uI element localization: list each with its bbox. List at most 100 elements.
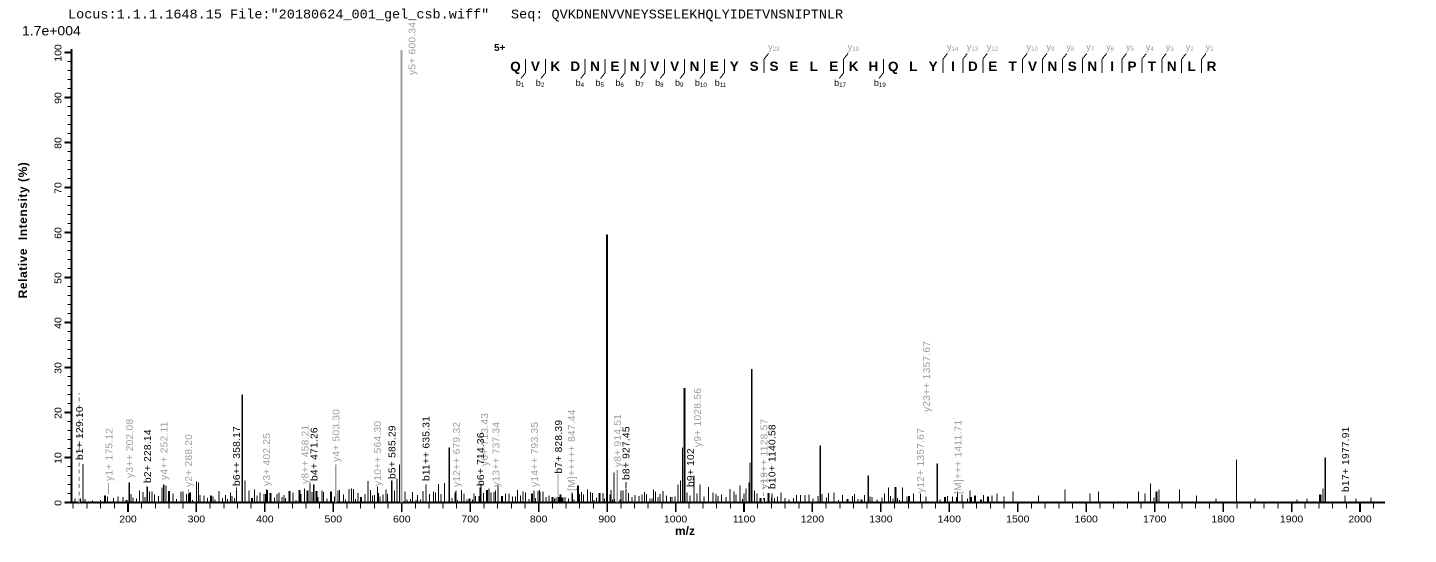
svg-text:H: H <box>869 59 879 74</box>
svg-text:N: N <box>590 59 600 74</box>
svg-text:1400: 1400 <box>938 514 962 526</box>
svg-text:b4: b4 <box>576 78 585 89</box>
svg-text:E: E <box>710 59 719 74</box>
svg-text:300: 300 <box>188 514 206 526</box>
svg-text:y10++ 564.30: y10++ 564.30 <box>373 421 384 486</box>
svg-text:y9: y9 <box>1047 42 1056 53</box>
svg-text:80: 80 <box>53 137 65 149</box>
svg-text:L: L <box>909 59 917 74</box>
svg-text:[M]+++++ 847.44: [M]+++++ 847.44 <box>567 409 578 491</box>
svg-text:E: E <box>829 59 838 74</box>
svg-text:b8: b8 <box>655 78 664 89</box>
svg-text:y13: y13 <box>967 42 979 53</box>
svg-text:V: V <box>1028 59 1037 74</box>
svg-text:1.7e+004: 1.7e+004 <box>22 23 81 39</box>
svg-text:y19++ 1128.57: y19++ 1128.57 <box>759 418 770 489</box>
svg-text:y12: y12 <box>987 42 999 53</box>
svg-text:y8: y8 <box>1066 42 1075 53</box>
svg-text:y8++ 458.21: y8++ 458.21 <box>301 425 312 484</box>
svg-text:b19: b19 <box>874 78 886 89</box>
svg-text:y7: y7 <box>1086 42 1095 53</box>
svg-text:900: 900 <box>598 514 616 526</box>
svg-text:b5+ 585.29: b5+ 585.29 <box>388 425 399 479</box>
svg-text:V: V <box>670 59 679 74</box>
svg-text:Locus:1.1.1.1648.15 File:"2018: Locus:1.1.1.1648.15 File:"20180624_001_g… <box>68 9 489 24</box>
svg-text:Relative Intensity (%): Relative Intensity (%) <box>16 162 30 299</box>
svg-text:V: V <box>650 59 659 74</box>
svg-text:P: P <box>1127 59 1136 74</box>
svg-text:10: 10 <box>53 452 65 464</box>
svg-text:b11++ 635.31: b11++ 635.31 <box>422 416 433 481</box>
svg-text:b4+ 471.26: b4+ 471.26 <box>310 427 321 481</box>
svg-text:T: T <box>1148 59 1157 74</box>
svg-text:b11: b11 <box>715 78 727 89</box>
svg-text:b6: b6 <box>615 78 624 89</box>
svg-text:b10+ 1140.58: b10+ 1140.58 <box>768 424 779 489</box>
svg-text:0: 0 <box>53 500 65 506</box>
svg-text:D: D <box>968 59 978 74</box>
svg-text:N: N <box>690 59 700 74</box>
svg-text:y3++ 202.08: y3++ 202.08 <box>125 419 136 478</box>
svg-text:K: K <box>849 59 859 74</box>
svg-text:b17: b17 <box>834 78 846 89</box>
svg-text:1900: 1900 <box>1280 514 1304 526</box>
svg-text:y14: y14 <box>947 42 959 53</box>
svg-text:1500: 1500 <box>1006 514 1030 526</box>
svg-text:L: L <box>810 59 818 74</box>
svg-text:1200: 1200 <box>801 514 825 526</box>
svg-text:T: T <box>1008 59 1017 74</box>
svg-text:70: 70 <box>53 182 65 194</box>
svg-text:N: N <box>1167 59 1177 74</box>
svg-text:m/z: m/z <box>675 524 695 538</box>
svg-text:2000: 2000 <box>1348 514 1372 526</box>
svg-text:y6: y6 <box>1106 42 1115 53</box>
svg-text:E: E <box>789 59 798 74</box>
svg-text:200: 200 <box>119 514 137 526</box>
svg-text:b7: b7 <box>635 78 644 89</box>
svg-text:V: V <box>531 59 540 74</box>
svg-text:y9+ 1028.56: y9+ 1028.56 <box>693 388 704 447</box>
svg-text:b10: b10 <box>695 78 707 89</box>
svg-text:600: 600 <box>393 514 411 526</box>
svg-text:b6++ 358.17: b6++ 358.17 <box>232 426 243 486</box>
svg-text:y4++ 252.11: y4++ 252.11 <box>160 421 171 480</box>
svg-text:Y: Y <box>730 59 739 74</box>
svg-text:20: 20 <box>53 407 65 419</box>
svg-text:K: K <box>550 59 560 74</box>
svg-text:y1+ 175.12: y1+ 175.12 <box>104 428 115 481</box>
svg-text:b1+ 129.10: b1+ 129.10 <box>75 406 86 460</box>
svg-text:y12+ 1357.67: y12+ 1357.67 <box>916 428 927 493</box>
svg-text:y14++ 793.35: y14++ 793.35 <box>530 422 541 487</box>
svg-text:y6+ 713.43: y6+ 713.43 <box>480 413 491 466</box>
svg-text:y4: y4 <box>1146 42 1155 53</box>
svg-text:y3: y3 <box>1166 42 1175 53</box>
svg-text:Y: Y <box>929 59 938 74</box>
svg-text:y1: y1 <box>1206 42 1215 53</box>
svg-text:[M]+++ 1411.71: [M]+++ 1411.71 <box>953 420 964 494</box>
svg-text:y4+ 503.30: y4+ 503.30 <box>331 409 342 462</box>
svg-text:b9: b9 <box>675 78 684 89</box>
svg-text:1100: 1100 <box>733 514 756 526</box>
svg-text:b2: b2 <box>536 78 545 89</box>
svg-text:E: E <box>610 59 619 74</box>
svg-text:90: 90 <box>53 92 65 104</box>
svg-text:Seq: QVKDNENVVNEYSSELEKHQLYIDE: Seq: QVKDNENVVNEYSSELEKHQLYIDETVNSNIPTNL… <box>511 9 843 24</box>
svg-text:b5: b5 <box>596 78 605 89</box>
svg-text:R: R <box>1207 59 1217 74</box>
svg-text:Q: Q <box>888 59 899 74</box>
svg-text:y2: y2 <box>1186 42 1195 53</box>
svg-text:b7+ 828.39: b7+ 828.39 <box>554 420 565 474</box>
svg-text:500: 500 <box>325 514 343 526</box>
svg-text:400: 400 <box>256 514 274 526</box>
svg-text:y19: y19 <box>848 42 860 53</box>
svg-text:1000: 1000 <box>664 514 688 526</box>
svg-text:y23++ 1357.67: y23++ 1357.67 <box>922 341 933 412</box>
svg-text:100: 100 <box>53 44 65 62</box>
svg-text:y10: y10 <box>1027 42 1039 53</box>
svg-text:1600: 1600 <box>1075 514 1099 526</box>
svg-text:1700: 1700 <box>1143 514 1167 526</box>
svg-text:b2+ 228.14: b2+ 228.14 <box>143 429 154 483</box>
svg-text:60: 60 <box>53 227 65 239</box>
svg-text:30: 30 <box>53 362 65 374</box>
svg-text:b6+ 714.36: b6+ 714.36 <box>476 432 487 486</box>
